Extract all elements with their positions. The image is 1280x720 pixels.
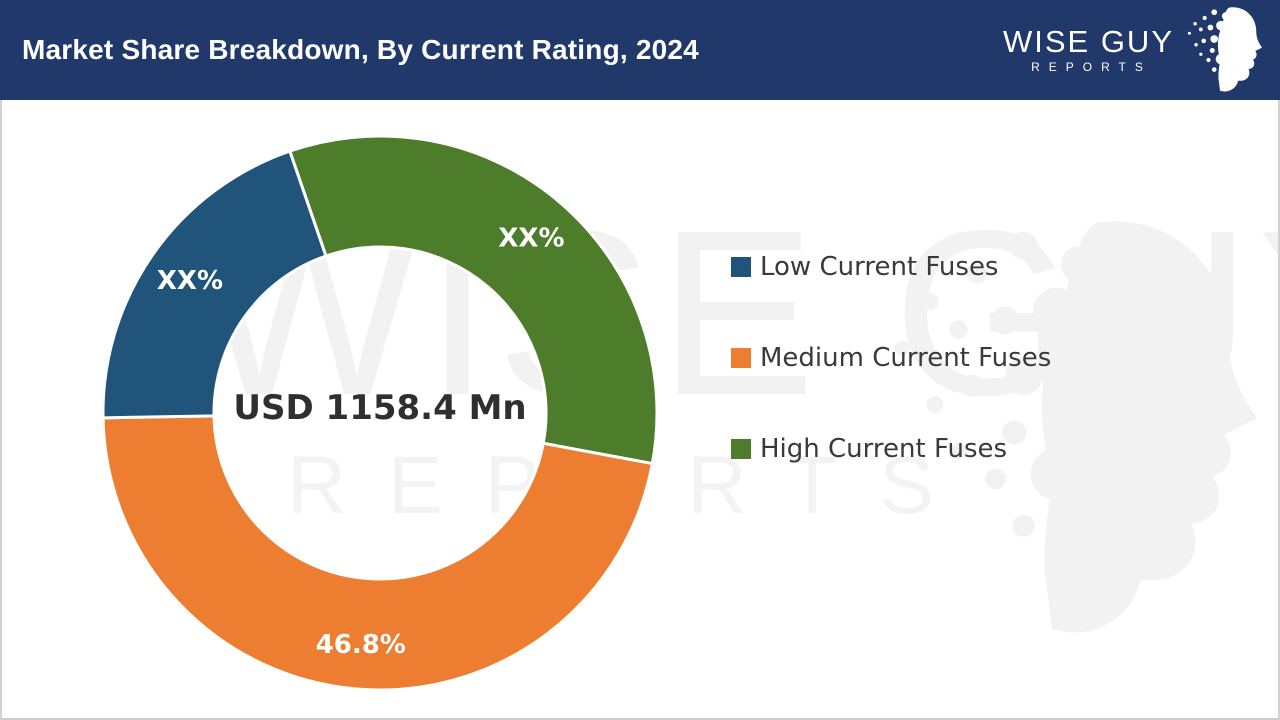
legend-item-low-current-fuses: Low Current Fuses	[731, 252, 1051, 282]
header-bar: Market Share Breakdown, By Current Ratin…	[0, 0, 1280, 100]
donut-segment-high-current-fuses	[288, 134, 659, 466]
donut-segment-medium-current-fuses	[101, 414, 654, 692]
donut-center-value: USD 1158.4 Mn	[233, 388, 527, 428]
watermark-face-icon	[894, 221, 1257, 633]
chart-legend: Low Current Fuses Medium Current Fuses Hig…	[731, 252, 1051, 464]
wise-guy-reports-logo: WISE GUY REPORTS	[1003, 0, 1262, 100]
legend-item-high-current-fuses: High Current Fuses	[731, 434, 1051, 464]
logo-wordmark: WISE GUY REPORTS	[1002, 23, 1174, 75]
donut-segment-low-current-fuses	[101, 149, 328, 420]
legend-swatch	[731, 257, 751, 277]
legend-swatch	[731, 439, 751, 459]
legend-label: High Current Fuses	[760, 434, 1008, 464]
chart-canvas: WISE GUY REPORTS XX%46.8%XX% USD 1158.4 …	[0, 100, 1280, 720]
donut-segment-label: XX%	[157, 266, 223, 296]
legend-swatch	[731, 348, 751, 368]
donut-segment-label: XX%	[498, 223, 564, 253]
logo-brand-subtitle: REPORTS	[1031, 60, 1152, 75]
legend-item-medium-current-fuses: Medium Current Fuses	[731, 343, 1051, 373]
legend-label: Low Current Fuses	[760, 252, 999, 282]
page-title: Market Share Breakdown, By Current Ratin…	[22, 34, 699, 65]
donut-chart: XX% 46.8% XX%	[101, 134, 659, 692]
logo-brand-name: WISE GUY	[1002, 23, 1174, 59]
legend-label: Medium Current Fuses	[760, 343, 1052, 373]
logo-face-icon	[1187, 7, 1262, 92]
donut-segment-label: 46.8%	[316, 630, 406, 660]
